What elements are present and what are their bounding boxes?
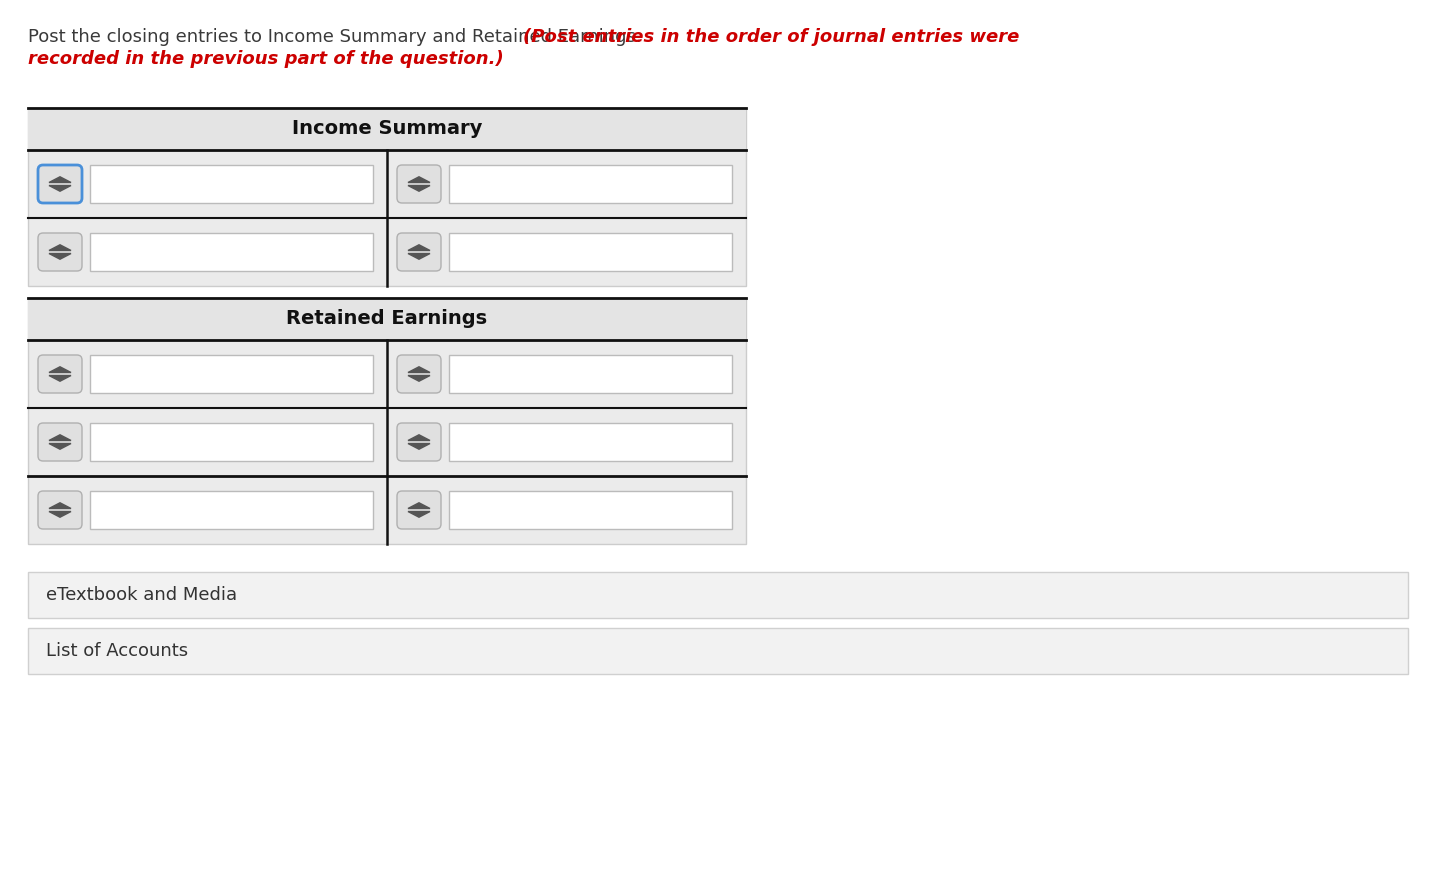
Text: Income Summary: Income Summary [292,119,482,138]
Polygon shape [408,511,430,518]
Polygon shape [49,443,70,449]
FancyBboxPatch shape [397,355,441,393]
Polygon shape [49,511,70,518]
FancyBboxPatch shape [397,491,441,529]
Polygon shape [408,443,430,449]
Bar [449,491,732,529]
Bar [91,355,372,393]
Bar [449,423,732,461]
Polygon shape [49,245,70,250]
Polygon shape [49,186,70,191]
Polygon shape [49,367,70,373]
Polygon shape [49,177,70,182]
Text: Retained Earnings: Retained Earnings [286,308,487,327]
Polygon shape [408,502,430,509]
Polygon shape [408,375,430,381]
FancyBboxPatch shape [37,165,82,203]
FancyBboxPatch shape [397,233,441,271]
Polygon shape [408,186,430,191]
Polygon shape [49,254,70,259]
Bar [91,233,372,271]
Bar [27,572,1408,618]
Text: List of Accounts: List of Accounts [46,642,188,660]
Text: recorded in the previous part of the question.): recorded in the previous part of the que… [27,50,503,68]
FancyBboxPatch shape [37,355,82,393]
Bar [27,628,1408,674]
Polygon shape [408,254,430,259]
FancyBboxPatch shape [37,233,82,271]
Text: (Post entries in the order of journal entries were: (Post entries in the order of journal en… [523,28,1020,46]
Bar [27,298,746,340]
Bar [27,298,746,544]
FancyBboxPatch shape [37,423,82,461]
Bar [91,165,372,203]
Polygon shape [408,245,430,250]
Bar [91,491,372,529]
Polygon shape [408,177,430,182]
Bar [449,355,732,393]
Polygon shape [49,502,70,509]
Text: eTextbook and Media: eTextbook and Media [46,586,237,604]
Bar [449,233,732,271]
Polygon shape [49,375,70,381]
Bar [449,165,732,203]
Bar [27,108,746,150]
Polygon shape [408,367,430,373]
Polygon shape [49,434,70,441]
FancyBboxPatch shape [397,165,441,203]
Text: Post the closing entries to Income Summary and Retained Earnings.: Post the closing entries to Income Summa… [27,28,647,46]
FancyBboxPatch shape [397,423,441,461]
Bar [27,108,746,286]
Bar [91,423,372,461]
Polygon shape [408,434,430,441]
FancyBboxPatch shape [37,491,82,529]
